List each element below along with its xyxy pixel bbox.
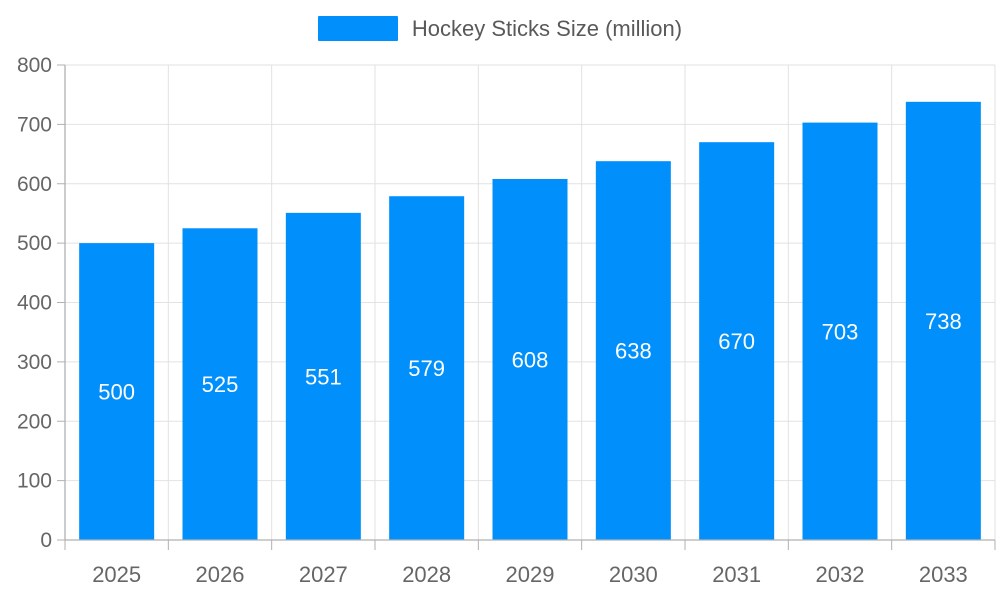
- bar-value-label: 703: [822, 319, 859, 344]
- bar-2033[interactable]: [905, 101, 981, 540]
- x-axis-label-2032: 2032: [816, 562, 865, 587]
- bar-2032[interactable]: [802, 122, 878, 540]
- x-axis-label-2033: 2033: [919, 562, 968, 587]
- bar-2029[interactable]: [492, 179, 568, 540]
- bar-value-label: 670: [718, 329, 755, 354]
- y-axis-label: 700: [17, 113, 52, 136]
- y-axis-label: 400: [17, 292, 52, 315]
- x-axis-label-2028: 2028: [402, 562, 451, 587]
- bar-2030[interactable]: [595, 161, 671, 540]
- y-axis-label: 100: [17, 470, 52, 493]
- x-axis-label-2029: 2029: [506, 562, 555, 587]
- y-axis-label: 0: [40, 529, 52, 552]
- bar-2025[interactable]: [79, 243, 155, 540]
- y-axis-label: 300: [17, 351, 52, 374]
- bar-2027[interactable]: [285, 212, 361, 540]
- y-axis-label: 800: [17, 54, 52, 77]
- y-axis-label: 200: [17, 410, 52, 433]
- x-axis-label-2030: 2030: [609, 562, 658, 587]
- bar-value-label: 608: [512, 348, 549, 373]
- x-axis-label-2031: 2031: [712, 562, 761, 587]
- bar-value-label: 738: [925, 309, 962, 334]
- legend-item[interactable]: Hockey Sticks Size (million): [0, 16, 1000, 41]
- legend-label: Hockey Sticks Size (million): [411, 16, 683, 41]
- x-axis-label-2025: 2025: [92, 562, 141, 587]
- y-axis-label: 500: [17, 232, 52, 255]
- bar-value-label: 525: [202, 372, 239, 397]
- bar-value-label: 579: [408, 356, 445, 381]
- bar-2031[interactable]: [699, 142, 775, 540]
- bar-value-label: 500: [98, 380, 135, 405]
- bar-2026[interactable]: [182, 228, 258, 540]
- y-axis-label: 600: [17, 173, 52, 196]
- x-axis-label-2027: 2027: [299, 562, 348, 587]
- x-axis-label-2026: 2026: [196, 562, 245, 587]
- legend-marker: [317, 16, 398, 41]
- bar-value-label: 638: [615, 339, 652, 364]
- bar-2028[interactable]: [389, 196, 465, 540]
- bar-value-label: 551: [305, 364, 342, 389]
